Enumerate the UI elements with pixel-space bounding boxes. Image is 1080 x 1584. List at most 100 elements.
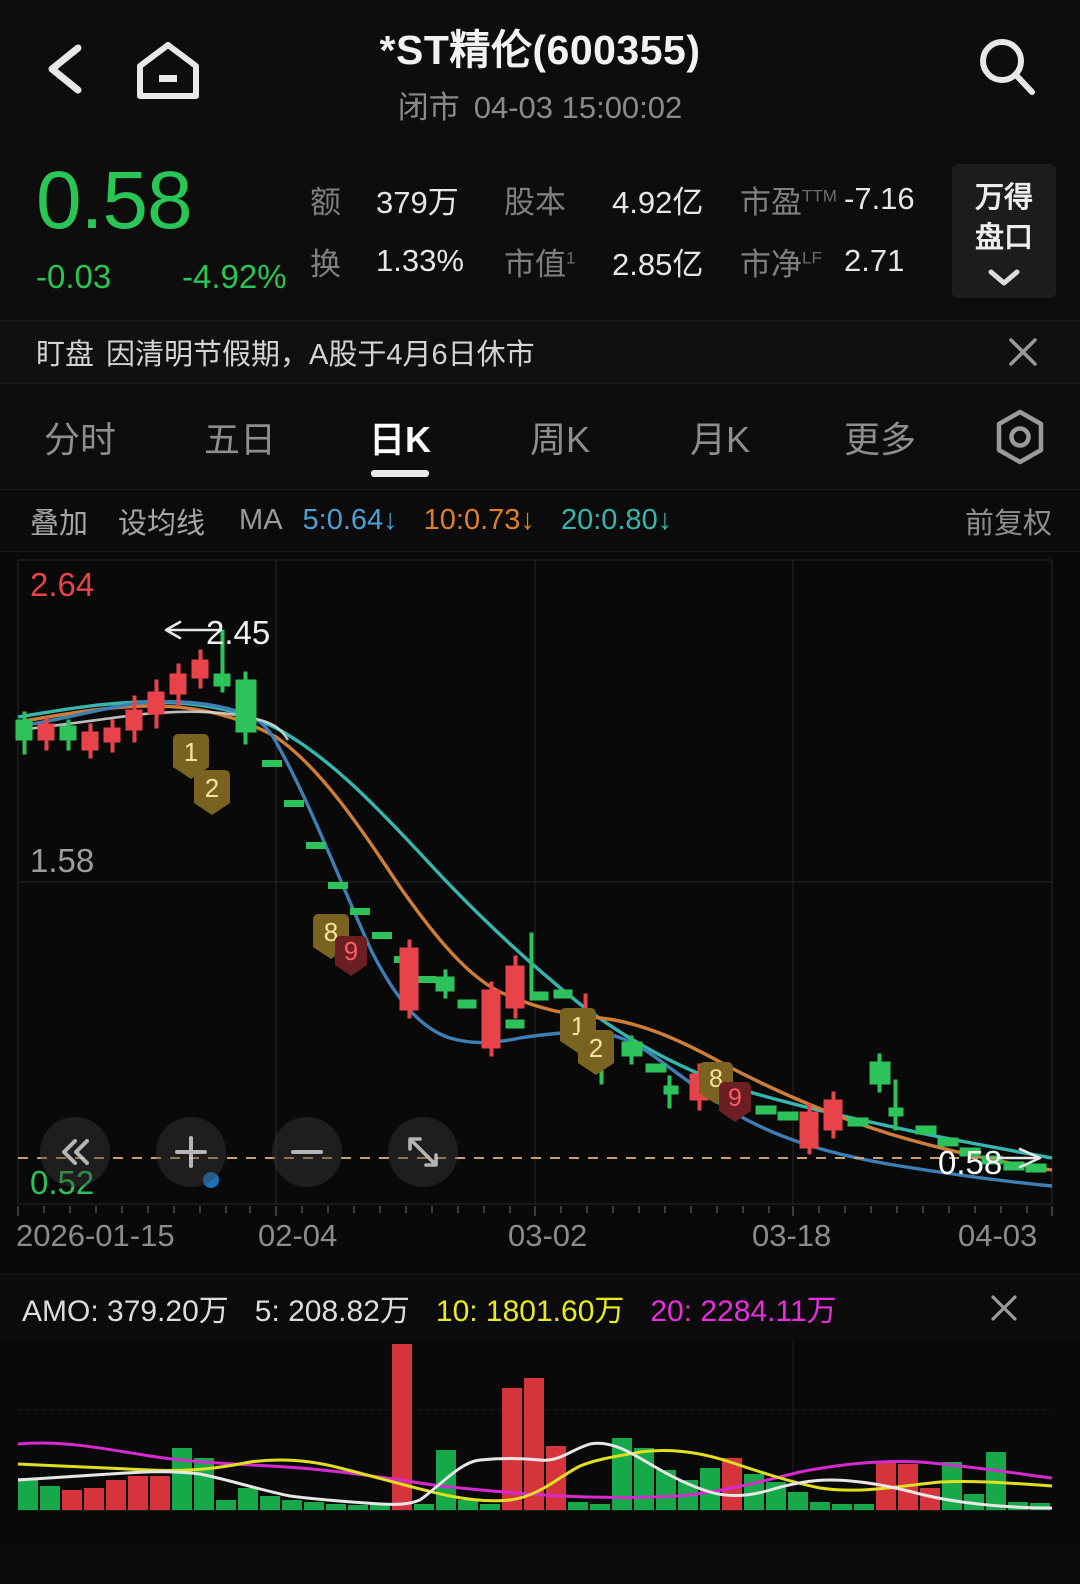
stat-label-marketcap: 市值1	[504, 246, 576, 282]
price-overlay-line	[17, 710, 290, 741]
app-header: *ST精伦(600355) 闭市 04-03 15:00:02	[0, 0, 1080, 150]
ma20-value: 20:0.80↓	[560, 504, 673, 536]
quote-stats: 额 379万 股本 4.92亿 市盈TTM -7.16 换 1.33% 市值1 …	[310, 168, 915, 292]
adjust-mode-button[interactable]: 前复权	[964, 507, 1052, 540]
candle	[37, 717, 55, 751]
candle	[235, 671, 257, 745]
volume-chart[interactable]	[0, 1340, 1080, 1544]
candle	[147, 679, 165, 729]
notice-text: 盯盘 因清明节假期，A股于4月6日休市	[36, 331, 535, 373]
td-marker-9: 9	[335, 936, 367, 976]
candle	[915, 1125, 937, 1135]
market-status-text: 闭市	[397, 90, 460, 125]
tab-monthly-k[interactable]: 月K	[689, 418, 750, 460]
close-icon[interactable]	[1006, 335, 1040, 369]
notice-banner[interactable]: 盯盘 因清明节假期，A股于4月6日休市	[0, 320, 1080, 384]
candle	[621, 1035, 643, 1065]
stat-label-amount: 额	[310, 184, 341, 220]
axis-label-low: 0.52	[30, 1164, 95, 1201]
candle	[505, 1019, 525, 1029]
wind-orderbook-button[interactable]: 万得 盘口	[952, 164, 1056, 298]
volume-indicator-bar: AMO: 379.20万 5: 208.82万 10: 1801.60万 20:…	[0, 1274, 1080, 1340]
settings-hex-icon[interactable]	[960, 408, 1080, 466]
svg-text:8: 8	[324, 917, 338, 947]
amo-value: AMO: 379.20万	[22, 1294, 229, 1328]
svg-text:2: 2	[205, 773, 219, 803]
tab-more[interactable]: 更多	[843, 418, 916, 460]
stat-label-turnover: 换	[310, 246, 341, 282]
close-icon[interactable]	[988, 1292, 1020, 1324]
candle	[529, 932, 534, 1000]
chart-period-tabs: 分时 五日 日K 周K 月K 更多	[0, 384, 1080, 490]
tab-five-day[interactable]: 五日	[203, 418, 276, 460]
candle	[435, 969, 455, 999]
candle	[777, 1111, 799, 1121]
zoom-out-button[interactable]	[272, 1117, 342, 1187]
candle	[937, 1137, 959, 1147]
ma-indicator-bar: 叠加 设均线 MA 5:0.64↓ 10:0.73↓ 20:0.80↓ 前复权	[0, 490, 1080, 552]
back-button[interactable]	[38, 38, 96, 100]
date-tick-1: 02-04	[258, 1218, 338, 1253]
candle	[959, 1147, 981, 1157]
candle	[15, 711, 33, 755]
candle-peak	[213, 629, 231, 693]
set-ma-button[interactable]: 设均线	[118, 507, 206, 540]
date-tick-0: 2026-01-15	[16, 1218, 175, 1253]
svg-text:1: 1	[184, 737, 198, 767]
vol-ma10-line	[17, 1449, 1053, 1503]
candle	[505, 955, 525, 1019]
candle	[799, 1103, 819, 1155]
candle	[399, 939, 419, 1019]
ma10-value: 10:0.73↓	[423, 504, 535, 536]
search-icon[interactable]	[972, 32, 1042, 102]
svg-text:9: 9	[344, 936, 358, 966]
last-price: 0.58	[36, 155, 193, 246]
stat-value-marketcap: 2.85亿	[612, 246, 704, 282]
notice-body: 因清明节假期，A股于4月6日休市	[106, 339, 535, 371]
market-status: 闭市 04-03 15:00:02	[0, 82, 1080, 127]
stat-label-pe: 市盈TTM	[740, 184, 837, 220]
stat-value-shares: 4.92亿	[612, 184, 704, 220]
notice-tag: 盯盘	[36, 339, 95, 371]
candle	[645, 1063, 667, 1073]
svg-text:9: 9	[728, 1084, 742, 1112]
scroll-left-button[interactable]	[40, 1117, 110, 1187]
stat-value-pe: -7.16	[844, 181, 915, 216]
candle	[755, 1105, 777, 1115]
stat-label-pb: 市净LF	[740, 246, 822, 282]
amo-ma20-value: 20: 2284.11万	[650, 1294, 837, 1328]
tab-daily-k[interactable]: 日K	[320, 384, 480, 489]
td-marker-9b: 9	[719, 1082, 751, 1122]
date-tick-2: 03-02	[508, 1218, 588, 1253]
home-icon[interactable]	[128, 40, 208, 100]
wind-button-line1: 万得	[974, 182, 1033, 214]
candle	[847, 1117, 869, 1127]
zoom-in-button[interactable]	[156, 1117, 226, 1187]
price-change: -0.03	[36, 258, 112, 295]
cursor-dot	[203, 1172, 219, 1188]
stat-value-turnover: 1.33%	[376, 243, 464, 278]
td-marker-2b: 2	[578, 1030, 614, 1075]
candle	[981, 1155, 1003, 1165]
td-marker-2: 2	[194, 770, 230, 815]
candle	[663, 1075, 679, 1109]
date-axis: 2026-01-15 02-04 03-02 03-18 04-03	[0, 1206, 1080, 1274]
tab-weekly-k[interactable]: 周K	[529, 418, 590, 460]
amo-ma5-value: 5: 208.82万	[254, 1294, 410, 1328]
price-chart[interactable]: 1 2 8 9 1	[0, 552, 1080, 1212]
peak-annotation-arrow	[164, 620, 222, 640]
chart-zoom-controls	[40, 1117, 504, 1187]
page-title: *ST精伦(600355)	[379, 27, 701, 73]
fullscreen-button[interactable]	[388, 1117, 458, 1187]
quote-panel: 0.58 -0.03 -4.92% 额 379万 股本 4.92亿 市盈TTM …	[0, 150, 1080, 320]
svg-text:2: 2	[589, 1033, 603, 1063]
date-tick-3: 03-18	[752, 1218, 832, 1253]
amo-ma10-value: 10: 1801.60万	[435, 1294, 625, 1328]
overlay-button[interactable]: 叠加	[30, 507, 89, 540]
volume-chart-svg	[17, 1340, 1053, 1511]
candle	[553, 989, 573, 999]
ma-label: MA	[239, 504, 283, 536]
tab-fenshi[interactable]: 分时	[43, 418, 116, 460]
vol-ma5-line	[17, 1441, 1053, 1510]
